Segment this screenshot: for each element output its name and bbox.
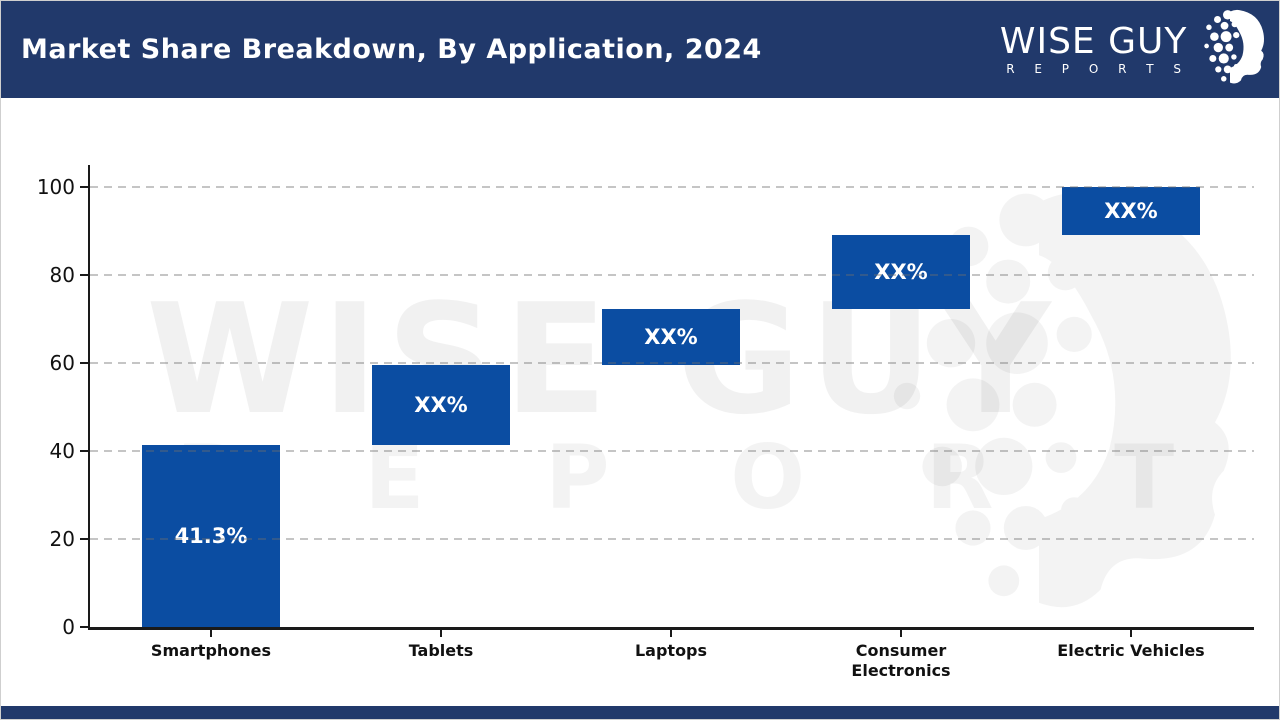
x-tick-mark-smartphones [210, 630, 212, 637]
wiseguy-logo: WISE GUY R E P O R T S [998, 5, 1269, 93]
x-tick-label-laptops: Laptops [634, 641, 708, 660]
x-tick-label-tablets: Tablets [408, 641, 474, 660]
bar-value-label: XX% [874, 259, 928, 284]
bar-smartphones: 41.3% [142, 445, 280, 627]
gridline-100 [90, 186, 1254, 188]
watermark-subtext: R E P O R T S [176, 426, 1279, 529]
logo-subtext: R E P O R T S [1006, 61, 1189, 76]
bar-laptops: XX% [602, 308, 740, 366]
x-tick-label-smartphones: Smartphones [150, 641, 272, 660]
y-tick-label-0: 0 [62, 615, 75, 639]
y-axis-line [88, 165, 90, 629]
y-tick-label-40: 40 [49, 439, 75, 463]
logo-wordmark: WISE GUY [999, 20, 1188, 62]
x-tick-mark-consumer-electronics [900, 630, 902, 637]
y-tick-mark-40 [80, 450, 88, 452]
y-tick-label-60: 60 [49, 351, 75, 375]
y-tick-label-80: 80 [49, 263, 75, 287]
bar-value-label: XX% [644, 325, 698, 350]
bar-tablets: XX% [372, 365, 510, 446]
y-tick-mark-0 [80, 626, 88, 628]
bar-electric-vehicles: XX% [1062, 187, 1200, 235]
gridline-20 [90, 538, 1254, 540]
x-axis-line [88, 627, 1254, 630]
y-tick-mark-60 [80, 362, 88, 364]
x-tick-mark-tablets [440, 630, 442, 637]
logo-text: WISE GUY R E P O R T S [998, 20, 1189, 76]
bar-value-label: 41.3% [174, 524, 248, 549]
footer-bar [1, 706, 1279, 719]
gridline-60 [90, 362, 1254, 364]
chart-title: Market Share Breakdown, By Application, … [21, 34, 762, 65]
bar-value-label: XX% [414, 393, 468, 418]
logo-head-icon [1191, 7, 1269, 91]
x-tick-mark-electric-vehicles [1130, 630, 1132, 637]
x-tick-mark-laptops [670, 630, 672, 637]
gridline-40 [90, 450, 1254, 452]
x-tick-label-consumer-electronics: Consumer Electronics [851, 641, 951, 680]
y-tick-mark-20 [80, 538, 88, 540]
y-tick-label-100: 100 [36, 175, 75, 199]
bar-consumer-electronics: XX% [832, 234, 970, 309]
y-tick-mark-100 [80, 186, 88, 188]
y-tick-label-20: 20 [49, 527, 75, 551]
y-tick-mark-80 [80, 274, 88, 276]
gridline-80 [90, 274, 1254, 276]
bar-value-label: XX% [1104, 198, 1158, 223]
x-tick-label-electric-vehicles: Electric Vehicles [1057, 641, 1205, 660]
header-bar: Market Share Breakdown, By Application, … [1, 1, 1279, 98]
